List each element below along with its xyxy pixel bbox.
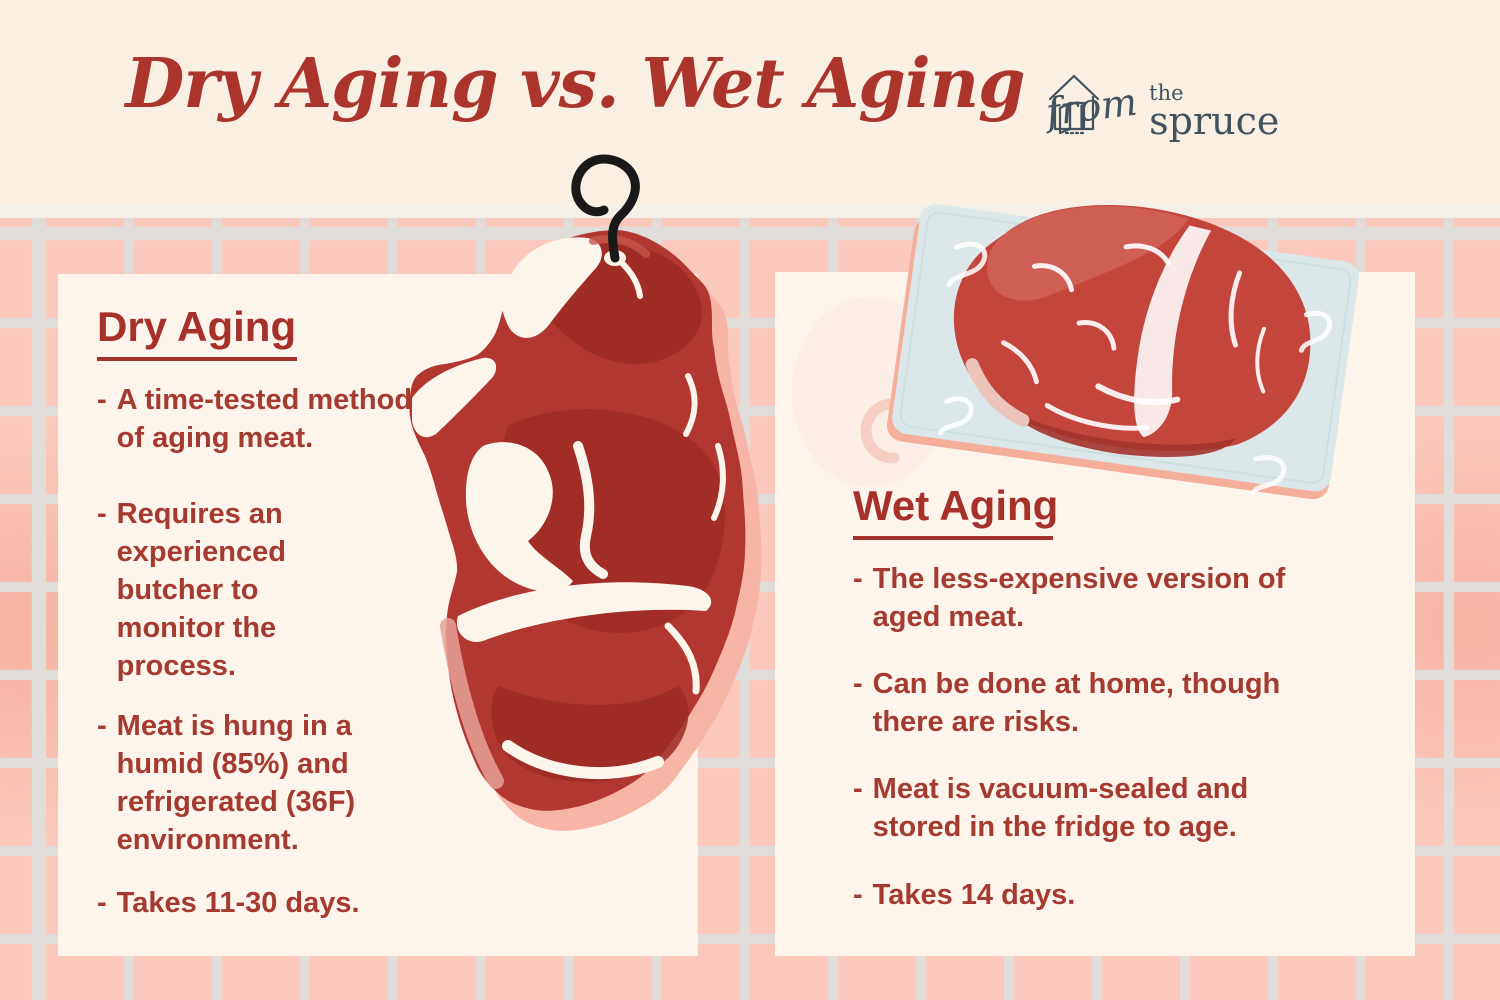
dry-bullet-3: - Meat is hung in a humid (85%) and refr… <box>97 707 355 859</box>
bullet-dash: - <box>97 498 107 530</box>
logo-the: the <box>1149 81 1184 105</box>
bullet-line: The less-expensive version of <box>872 563 1286 595</box>
bullet-line: Takes 11-30 days. <box>116 887 360 919</box>
bullet-line: butcher to <box>116 574 259 606</box>
header-band <box>0 0 1500 205</box>
vacuum-sealed-steak-illustration <box>887 204 1359 500</box>
dry-aging-heading: Dry Aging <box>97 303 297 350</box>
bullet-dash: - <box>97 384 107 416</box>
hanging-meat-illustration <box>409 154 762 831</box>
bullet-dash: - <box>853 879 863 911</box>
bullet-line: aged meat. <box>872 601 1025 633</box>
bullet-line: of aging meat. <box>116 422 314 454</box>
wet-bullet-3: - Meat is vacuum-sealed and stored in th… <box>853 770 1248 846</box>
bullet-line: monitor the <box>116 612 277 644</box>
dry-bullet-4: - Takes 11-30 days. <box>97 884 360 922</box>
logo-brand-name: the spruce <box>1149 81 1280 143</box>
wet-bullet-2: - Can be done at home, though there are … <box>853 665 1280 741</box>
house-icon <box>1048 74 1100 135</box>
bullet-dash: - <box>853 563 863 595</box>
dry-bullet-1: - A time-tested method of aging meat. <box>97 381 412 457</box>
dry-heading-underline <box>97 357 297 361</box>
bullet-line: Requires an <box>116 498 283 530</box>
bullet-line: humid (85%) and <box>116 748 349 780</box>
wet-bullet-1: - The less-expensive version of aged mea… <box>853 560 1285 636</box>
bullet-line: there are risks. <box>872 706 1080 738</box>
bullet-dash: - <box>97 710 107 742</box>
brand-logo: from the spruce <box>1044 72 1280 143</box>
bullet-line: Can be done at home, though <box>872 668 1281 700</box>
bullet-line: stored in the fridge to age. <box>872 811 1237 843</box>
plastic-highlight-squiggles <box>937 241 1333 496</box>
bullet-line: experienced <box>116 536 286 568</box>
fat-streaks <box>502 253 726 780</box>
bullet-dash: - <box>97 887 107 919</box>
bullet-line: refrigerated (36F) <box>116 786 356 818</box>
fat-marbling <box>412 237 712 642</box>
bullet-dash: - <box>853 668 863 700</box>
bullet-line: Meat is vacuum-sealed and <box>872 773 1249 805</box>
bullet-line: process. <box>116 650 236 682</box>
bullet-line: environment. <box>116 824 299 856</box>
bullet-line: Meat is hung in a <box>116 710 352 742</box>
logo-spruce: spruce <box>1149 99 1280 143</box>
dry-bullet-2: - Requires an experienced butcher to mon… <box>97 495 286 685</box>
bullet-line: A time-tested method <box>116 384 413 416</box>
wet-aging-heading: Wet Aging <box>853 482 1059 529</box>
bullet-dash: - <box>853 773 863 805</box>
wet-heading-underline <box>853 536 1053 540</box>
s-hook <box>571 154 640 263</box>
page-title: Dry Aging vs. Wet Aging <box>125 44 1025 124</box>
wet-bullet-4: - Takes 14 days. <box>853 876 1075 914</box>
bullet-line: Takes 14 days. <box>872 879 1076 911</box>
